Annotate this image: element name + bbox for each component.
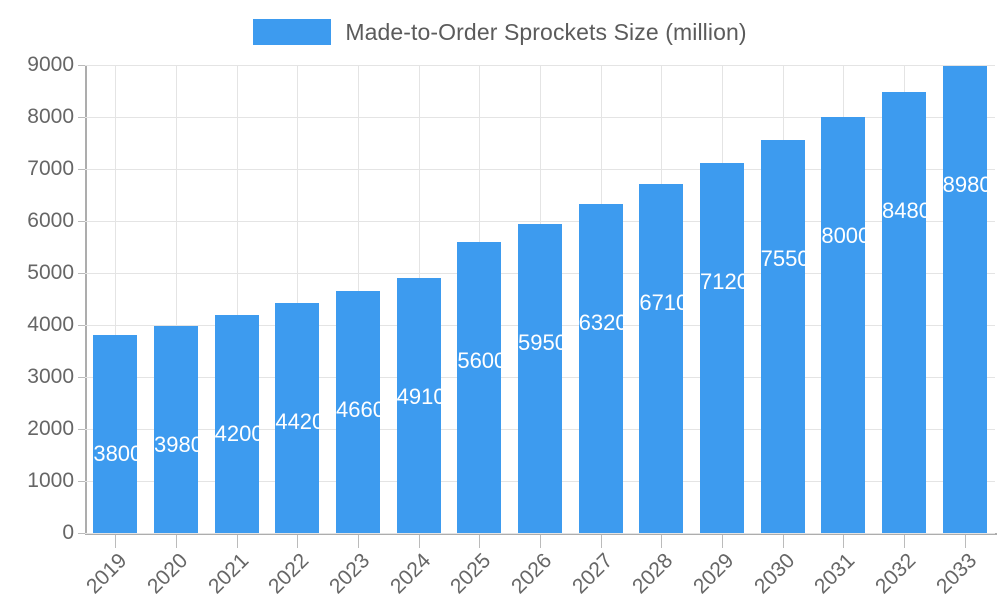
y-axis-tick-mark: [78, 169, 85, 170]
bar-value-label: 5950: [518, 329, 562, 355]
legend-label-made-to-order-sprockets[interactable]: Made-to-Order Sprockets Size (million): [345, 18, 747, 45]
bar-value-label: 4420: [275, 409, 320, 435]
bar-value-label: 6710: [639, 290, 684, 316]
x-axis-tick-label: 2030: [749, 549, 799, 599]
bar[interactable]: 7550: [760, 140, 805, 533]
x-axis-tick-label: 2022: [264, 549, 314, 599]
bar-value-label: 5600: [457, 347, 502, 373]
legend-swatch-made-to-order-sprockets[interactable]: [253, 19, 332, 45]
x-axis-tick-label: 2020: [142, 549, 193, 599]
bar[interactable]: 4420: [275, 303, 320, 533]
x-axis-tick-mark: [661, 535, 663, 548]
bar-value-label: 4660: [336, 396, 380, 422]
y-axis-tick-mark: [78, 533, 85, 534]
x-axis-tick-label: 2032: [870, 549, 921, 599]
bar[interactable]: 6710: [639, 184, 684, 533]
bar[interactable]: 5950: [518, 223, 562, 533]
bar[interactable]: 4910: [396, 277, 441, 533]
y-axis-tick-label: 2000: [27, 417, 74, 440]
x-axis-tick-label: 2024: [385, 549, 435, 599]
bar[interactable]: 8980: [942, 66, 987, 533]
x-axis-tick-mark: [176, 535, 177, 548]
x-axis-tick-mark: [297, 535, 299, 548]
y-axis-tick-mark: [78, 117, 85, 118]
x-axis-tick-mark: [115, 535, 117, 548]
y-axis-tick-mark: [78, 325, 85, 326]
bar[interactable]: 3800: [93, 335, 138, 533]
x-axis-tick-mark: [358, 535, 359, 548]
bar-value-label: 3800: [93, 441, 138, 467]
y-axis-tick-label: 9000: [27, 53, 74, 76]
x-axis-tick-label: 2031: [810, 549, 860, 599]
x-axis-tick-mark: [236, 535, 238, 548]
y-axis-tick-label: 5000: [27, 261, 74, 284]
x-axis-tick-mark: [540, 535, 541, 548]
bar-value-label: 8480: [882, 198, 926, 224]
bar-value-label: 4910: [396, 383, 441, 409]
y-axis-tick-label: 4000: [27, 313, 74, 336]
y-axis-tick-mark: [78, 429, 85, 430]
chart-legend: Made-to-Order Sprockets Size (million): [0, 12, 1000, 52]
x-axis-tick-label: 2023: [324, 549, 375, 599]
x-axis-tick-label: 2021: [203, 549, 253, 599]
x-axis-tick-label: 2028: [628, 549, 678, 599]
y-axis-tick-label: 3000: [27, 365, 74, 388]
x-axis-tick-mark: [418, 535, 420, 548]
x-axis-tick-mark: [782, 535, 784, 548]
y-axis-tick-label: 7000: [27, 157, 74, 180]
x-axis-tick-label: 2027: [567, 549, 617, 599]
bar[interactable]: 4660: [336, 290, 380, 533]
gridline-vertical: [176, 65, 177, 533]
bar[interactable]: 4200: [214, 314, 259, 533]
bar[interactable]: 5600: [457, 241, 502, 533]
gridline-vertical: [115, 65, 116, 533]
y-axis-tick-mark: [78, 221, 85, 222]
bar-value-label: 3980: [154, 432, 198, 458]
x-axis-tick-mark: [843, 535, 845, 548]
y-axis-tick-label: 0: [62, 521, 74, 544]
y-axis-line: [85, 65, 87, 533]
bar[interactable]: 7120: [700, 162, 744, 533]
gridline-vertical: [237, 65, 238, 533]
x-axis-tick-mark: [479, 535, 481, 548]
y-axis-tick-label: 8000: [27, 105, 74, 128]
gridline-horizontal: [85, 533, 995, 534]
x-axis-tick-label: 2025: [446, 549, 496, 599]
gridline-vertical: [297, 65, 298, 533]
y-axis-tick-label: 6000: [27, 209, 74, 232]
bar[interactable]: 8480: [882, 92, 926, 533]
x-axis-tick-label: 2029: [688, 549, 739, 599]
bar-value-label: 4200: [214, 420, 259, 446]
bar-value-label: 8000: [821, 223, 866, 248]
y-axis-tick-mark: [78, 377, 85, 378]
x-axis-tick-mark: [722, 535, 723, 548]
bar-value-label: 8980: [942, 172, 987, 198]
bar[interactable]: 8000: [821, 117, 866, 533]
y-axis-tick-mark: [78, 65, 85, 66]
bar-value-label: 7550: [760, 246, 805, 272]
y-axis-tick-mark: [78, 481, 85, 482]
plot-area: 3800 3980 4200 4420 4660 4910 5600 5950 6320 6710…: [85, 65, 995, 534]
bar-value-label: 7120: [700, 268, 744, 294]
x-axis-tick-mark: [904, 535, 905, 548]
bar[interactable]: 6320: [578, 204, 623, 533]
x-axis-line: [85, 533, 997, 535]
bar-value-label: 6320: [578, 310, 623, 336]
x-axis-tick-mark: [600, 535, 602, 548]
y-axis-tick-mark: [78, 273, 85, 274]
x-axis-tick-label: 2019: [82, 549, 132, 599]
bar[interactable]: 3980: [154, 326, 198, 533]
y-axis-tick-label: 1000: [27, 469, 74, 492]
x-axis-tick-mark: [964, 535, 966, 548]
x-axis-tick-label: 2033: [931, 549, 981, 599]
x-axis-tick-label: 2026: [506, 549, 557, 599]
